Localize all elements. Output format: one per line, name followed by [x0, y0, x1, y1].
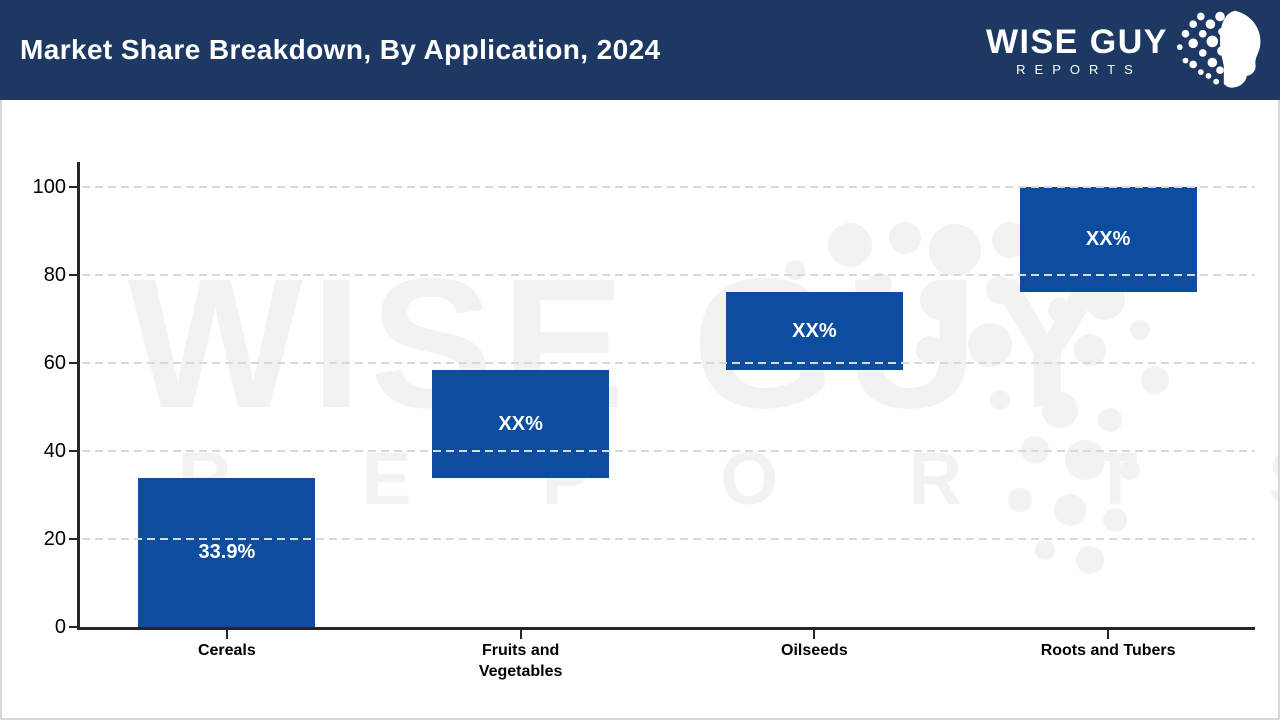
y-axis-tick — [69, 274, 78, 276]
x-axis-category-label: Cereals — [197, 642, 256, 659]
y-axis-tick-label: 80 — [43, 264, 66, 286]
gridline-80 — [82, 274, 1255, 276]
bar-segment: XX% — [725, 292, 903, 371]
page-edge-bottom — [0, 718, 1280, 720]
x-axis-category-label: Oilseeds — [781, 642, 848, 659]
y-axis-line — [77, 162, 80, 630]
bar-segment: XX% — [432, 370, 610, 478]
bar-segment: XX% — [1019, 187, 1197, 293]
bar-value-label: XX% — [1085, 228, 1131, 251]
x-axis-category-label: Fruits and Vegetables — [478, 642, 563, 680]
bar-value-label: 33.9% — [198, 540, 256, 563]
gridline-100 — [82, 186, 1255, 188]
y-axis-tick — [69, 450, 78, 452]
y-axis-tick-label: 0 — [54, 616, 66, 638]
y-axis-tick — [69, 362, 78, 364]
x-axis-tick — [225, 630, 228, 639]
x-axis-tick — [1107, 630, 1110, 639]
bar-value-label: XX% — [498, 412, 543, 435]
logo-wordmark: WISE GUY — [985, 23, 1168, 61]
x-axis-line — [77, 627, 1255, 630]
bar-value-label: XX% — [792, 319, 837, 342]
header: Market Share Breakdown, By Application, … — [0, 0, 1280, 100]
y-axis-tick — [69, 626, 78, 628]
x-axis-tick — [519, 630, 522, 639]
wiseguy-logo: WISE GUY REPORTS — [986, 8, 1266, 94]
y-axis-tick-label: 60 — [43, 352, 66, 374]
y-axis-tick — [69, 186, 78, 188]
y-axis-tick — [69, 538, 78, 540]
gridline-40 — [82, 450, 1255, 452]
page-title: Market Share Breakdown, By Application, … — [20, 34, 661, 65]
x-axis-category-label: Roots and Tubers — [1040, 642, 1176, 659]
page-edge-right — [1278, 100, 1280, 720]
bar-segment: 33.9% — [138, 477, 316, 627]
gridline-60 — [82, 362, 1255, 364]
y-axis-tick-label: 20 — [43, 528, 66, 550]
logo-subtext: REPORTS — [1016, 62, 1142, 77]
logo-face-icon — [1176, 10, 1261, 88]
y-axis-tick-label: 40 — [43, 440, 66, 462]
gridline-20 — [82, 538, 1255, 540]
page-edge-left — [0, 100, 2, 720]
y-axis-tick-label: 100 — [32, 176, 66, 198]
x-axis-tick — [813, 630, 816, 639]
